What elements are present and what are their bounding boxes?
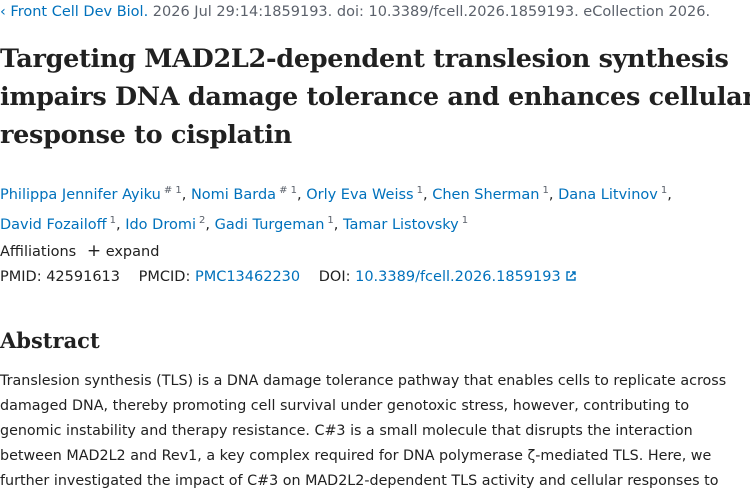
journal-link[interactable]: ‹ Front Cell Dev Biol. bbox=[0, 4, 148, 20]
abstract-line: genomic instability and therapy resistan… bbox=[0, 423, 693, 439]
expand-text: expand bbox=[105, 244, 160, 260]
author-link[interactable]: Dana Litvinov bbox=[558, 186, 658, 203]
author-affiliation: 1 bbox=[109, 214, 116, 226]
abstract-line: damaged DNA, thereby promoting cell surv… bbox=[0, 398, 690, 414]
author-affiliation: # 1 bbox=[279, 185, 297, 196]
author-separator: , bbox=[333, 216, 339, 233]
author-link[interactable]: David Fozailoff bbox=[0, 216, 107, 233]
author-separator: , bbox=[667, 186, 672, 203]
affiliations-label: Affiliations bbox=[0, 244, 77, 260]
back-icon: ‹ bbox=[0, 4, 6, 20]
author-link[interactable]: Orly Eva Weiss bbox=[306, 186, 414, 203]
abstract-line: between MAD2L2 and Rev1, a key complex r… bbox=[0, 448, 712, 464]
author-affiliation: 1 bbox=[542, 185, 549, 196]
authors: Philippa Jennifer Ayiku # 1, Nomi Barda # … bbox=[0, 178, 740, 238]
author-link[interactable]: Nomi Barda bbox=[190, 186, 277, 203]
doi: 10.3389/fcell.2026.1859193 bbox=[355, 269, 561, 285]
author-affiliation: 1 bbox=[660, 185, 668, 196]
author-separator: , bbox=[115, 216, 121, 233]
author-link[interactable]: Ido Dromi bbox=[125, 216, 196, 233]
author-affiliation: 1 bbox=[416, 185, 423, 196]
citation-details: 2026 Jul 29:14:1859193. doi: 10.3389/fce… bbox=[152, 4, 711, 20]
plus-icon: + bbox=[86, 241, 102, 261]
expand-toggle[interactable]: + expand bbox=[86, 241, 160, 261]
pmid: 42591613 bbox=[46, 269, 121, 285]
affiliations: Affiliations + expand bbox=[0, 241, 159, 261]
title-line: Targeting MAD2L2-dependent translesion s… bbox=[0, 44, 729, 74]
title-line: impairs DNA damage tolerance and enhance… bbox=[0, 82, 750, 112]
doi-label: DOI: bbox=[318, 269, 351, 285]
author-affiliation: 1 bbox=[327, 214, 334, 226]
author-affiliation: # 1 bbox=[163, 185, 182, 196]
author-link[interactable]: Gadi Turgeman bbox=[214, 216, 325, 233]
author-affiliation: 2 bbox=[198, 214, 206, 226]
author-separator: , bbox=[548, 186, 554, 203]
abstract-line: Translesion synthesis (TLS) is a DNA dam… bbox=[0, 373, 727, 389]
author-link[interactable]: Philippa Jennifer Ayiku bbox=[0, 186, 161, 203]
author-separator: , bbox=[297, 186, 302, 203]
author-separator: , bbox=[205, 216, 210, 233]
pmcid-link[interactable]: PMC13462230 bbox=[194, 269, 301, 285]
external-icon bbox=[566, 271, 577, 281]
author-separator: , bbox=[181, 186, 187, 203]
author-separator: , bbox=[422, 186, 428, 203]
citation: ‹ Front Cell Dev Biol. 2026 Jul 29:14:18… bbox=[0, 4, 710, 20]
pmcid-label: PMCID: bbox=[138, 269, 191, 285]
identifiers: PMID: 42591613 PMCID: PMC13462230 DOI: 1… bbox=[0, 269, 577, 285]
title-line: response to cisplatin bbox=[0, 120, 292, 150]
journal: Front Cell Dev Biol. bbox=[10, 4, 149, 20]
abstract-heading: Abstract bbox=[0, 328, 100, 353]
doi-link[interactable]: 10.3389/fcell.2026.1859193 bbox=[355, 269, 577, 285]
author-link[interactable]: Chen Sherman bbox=[432, 186, 540, 203]
pmid-label: PMID: bbox=[0, 269, 42, 285]
abstract-line: further investigated the impact of C#3 o… bbox=[0, 473, 719, 489]
author-link[interactable]: Tamar Listovsky bbox=[343, 216, 459, 233]
author-affiliation: 1 bbox=[461, 214, 469, 226]
